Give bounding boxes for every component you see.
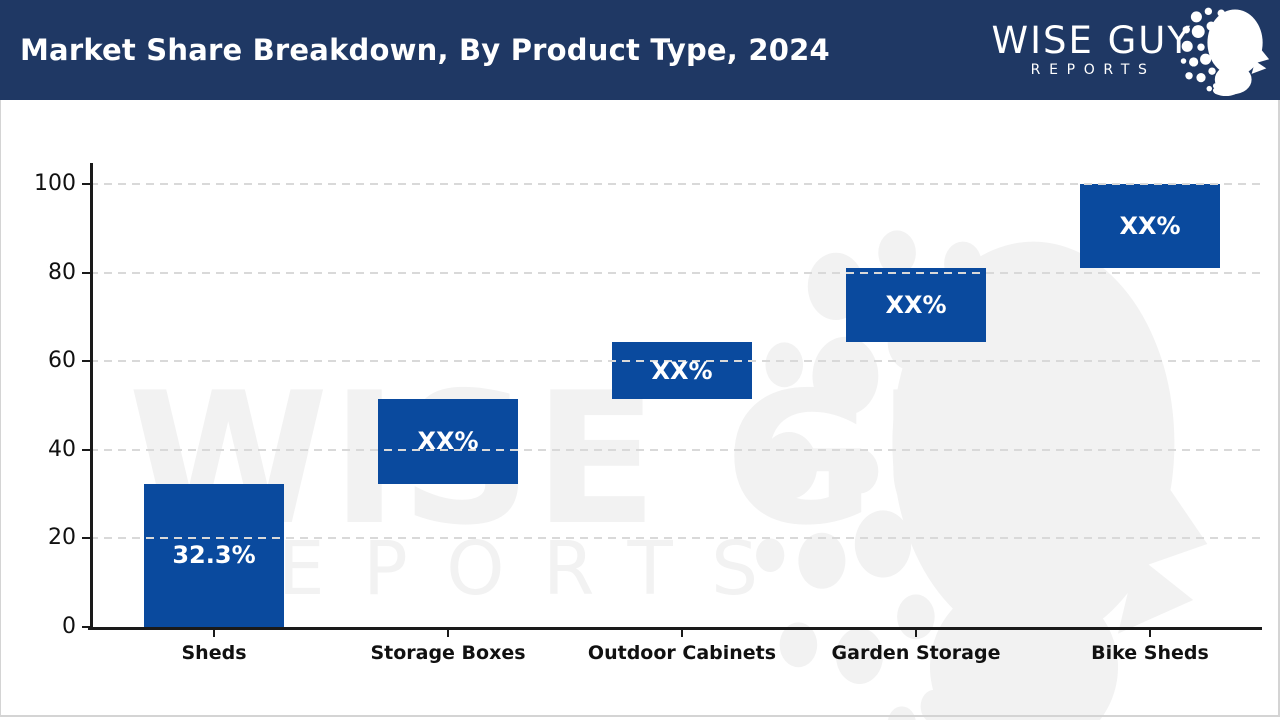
x-tick-sheds: [213, 630, 215, 637]
bar-garden-storage: [846, 268, 986, 343]
wise-guy-logo: WISE GUY REPORTS: [992, 4, 1270, 96]
bar-bike-sheds: [1080, 184, 1220, 269]
bar-value-label-sheds: 32.3%: [172, 541, 256, 570]
logo-text: WISE GUY REPORTS: [992, 22, 1192, 78]
x-tick-label-storage-boxes: Storage Boxes: [370, 642, 526, 664]
frame-left: [0, 100, 1, 716]
y-tick-label-20: 20: [48, 525, 76, 551]
y-tick-label-100: 100: [34, 171, 76, 196]
x-tick-label-garden-storage: Garden Storage: [831, 642, 1001, 664]
x-tick-bike-sheds: [1149, 630, 1151, 637]
gridline-40: [90, 448, 1262, 451]
logo-wordmark: WISE GUY: [991, 19, 1192, 62]
x-axis-line: [88, 627, 1262, 630]
chart-area: WISE GUY REPORTS 32.3% XX% XX% XX% XX% 0 20 40 6…: [0, 100, 1280, 720]
x-tick-label-outdoor-cabinets: Outdoor Cabinets: [587, 642, 777, 664]
header-bar: Market Share Breakdown, By Product Type,…: [0, 0, 1280, 100]
y-tick-label-80: 80: [48, 259, 76, 285]
bar-storage-boxes: [378, 398, 518, 484]
y-tick-80: [82, 271, 90, 274]
bar-value-label-bike-sheds: XX%: [1119, 212, 1181, 241]
x-tick-storage-boxes: [447, 630, 449, 637]
y-tick-100: [82, 183, 90, 185]
frame-right: [1278, 100, 1280, 716]
bar-outdoor-cabinets: [612, 342, 752, 399]
bar-value-label-storage-boxes: XX%: [417, 427, 479, 456]
gridline-100: [90, 183, 1262, 185]
x-tick-label-bike-sheds: Bike Sheds: [1091, 642, 1209, 664]
x-tick-outdoor-cabinets: [681, 630, 683, 637]
frame-bottom: [0, 715, 1280, 717]
y-tick-0: [82, 626, 90, 628]
x-tick-garden-storage: [915, 630, 917, 637]
gridline-20: [90, 537, 1262, 540]
y-tick-40: [82, 448, 90, 451]
bar-sheds: [144, 483, 284, 627]
gridline-60: [90, 360, 1262, 363]
y-axis-line: [90, 163, 93, 630]
y-tick-label-60: 60: [48, 348, 76, 374]
logo-subtext: REPORTS: [1030, 62, 1156, 78]
page-title: Market Share Breakdown, By Product Type,…: [20, 33, 830, 67]
y-tick-label-40: 40: [48, 436, 76, 462]
bar-value-label-garden-storage: XX%: [885, 291, 947, 320]
y-tick-20: [82, 537, 90, 540]
bar-value-label-outdoor-cabinets: XX%: [651, 356, 713, 385]
gridline-80: [90, 271, 1262, 274]
y-tick-60: [82, 360, 90, 363]
x-tick-label-sheds: Sheds: [181, 642, 247, 664]
y-tick-label-0: 0: [62, 614, 76, 639]
